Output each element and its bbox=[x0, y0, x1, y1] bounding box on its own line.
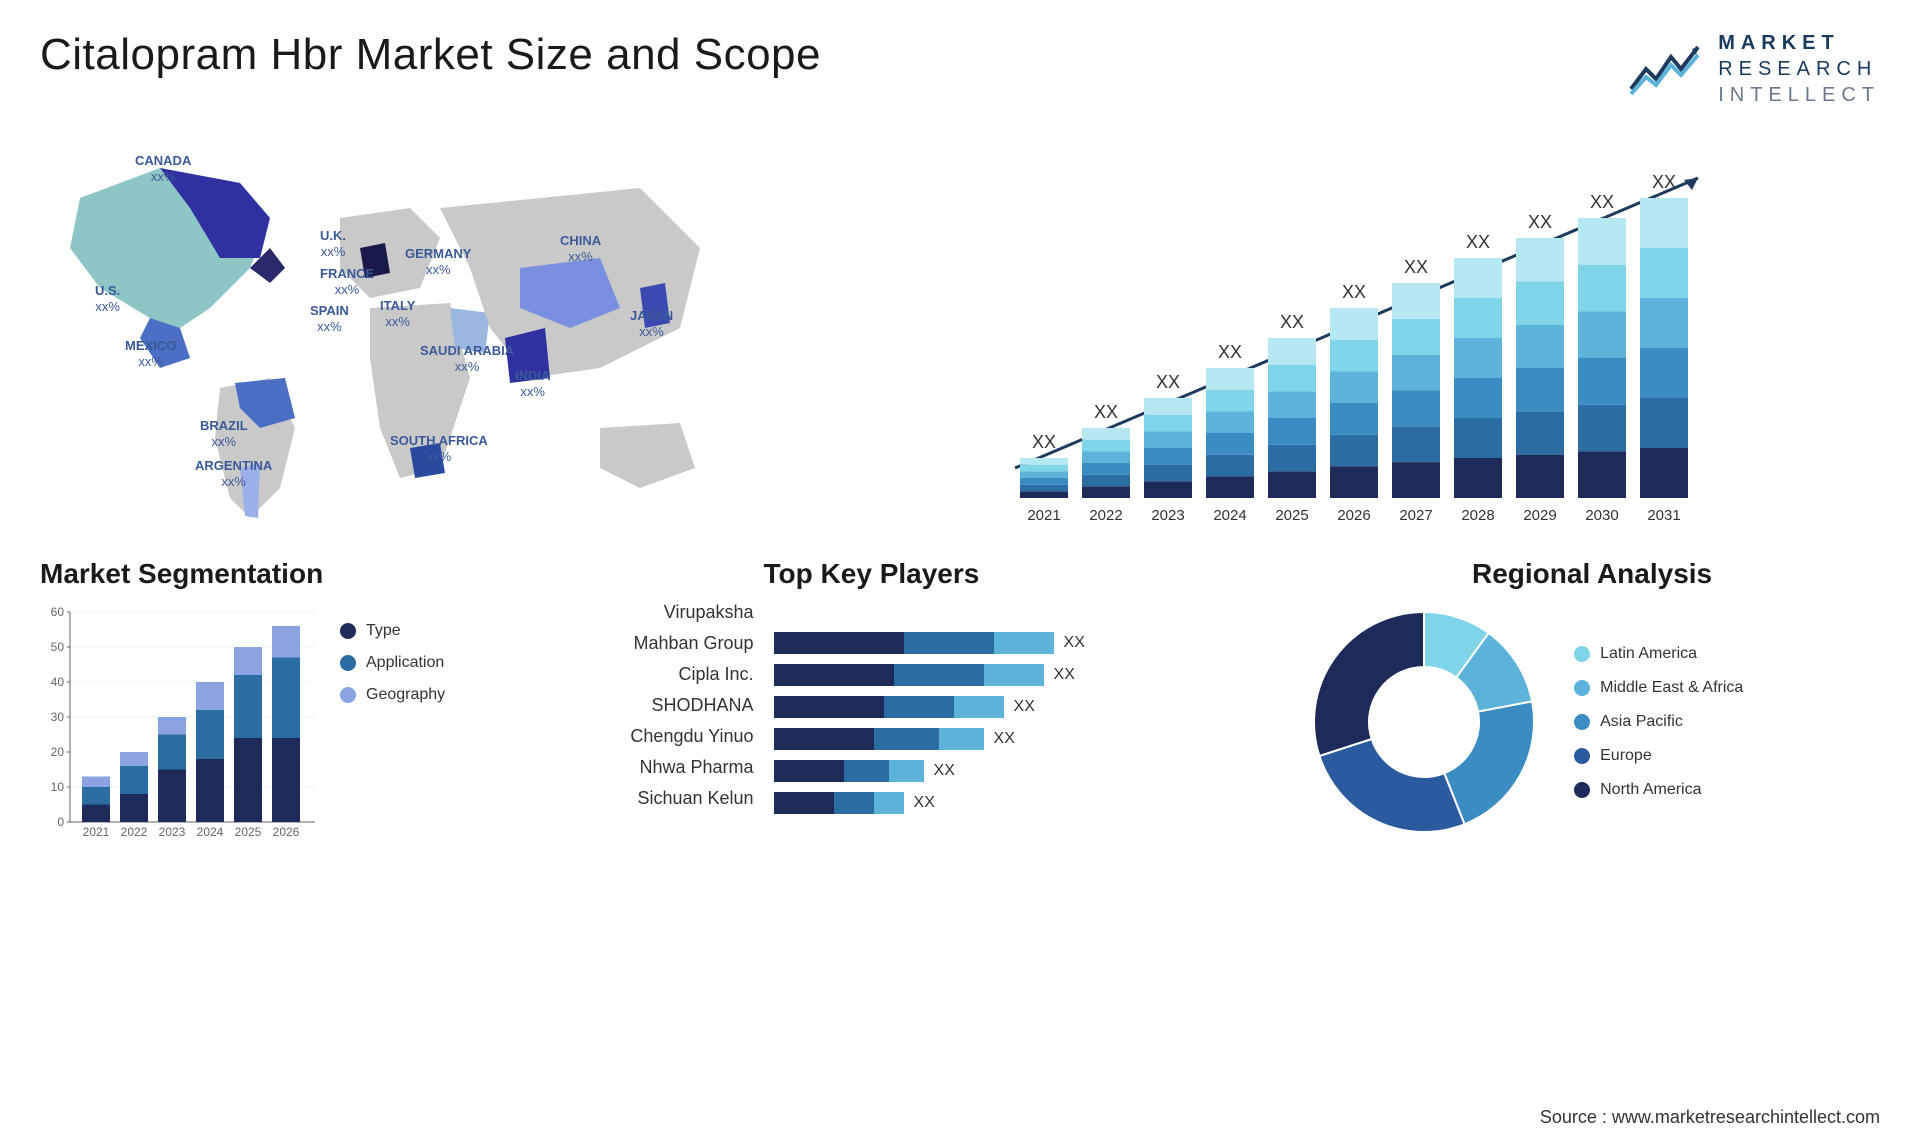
players-title: Top Key Players bbox=[764, 558, 1275, 590]
svg-text:XX: XX bbox=[1032, 432, 1056, 452]
svg-text:XX: XX bbox=[1404, 257, 1428, 277]
svg-text:2023: 2023 bbox=[1151, 507, 1184, 524]
regional-panel: Regional Analysis Latin America Middle Ea… bbox=[1304, 558, 1880, 858]
logo-line3: INTELLECT bbox=[1718, 82, 1880, 108]
svg-text:2026: 2026 bbox=[273, 825, 300, 839]
svg-text:40: 40 bbox=[51, 675, 65, 689]
growth-chart-panel: XX 2021 XX 2022 XX 2023 XX 2024 XX 2025 XX 2026 XX 20… bbox=[980, 128, 1880, 528]
map-label: ITALYxx% bbox=[380, 298, 415, 329]
player-name: SHODHANA bbox=[594, 695, 754, 716]
legend-item: Type bbox=[340, 622, 445, 640]
svg-text:2024: 2024 bbox=[1213, 507, 1246, 524]
svg-text:2022: 2022 bbox=[1089, 507, 1122, 524]
map-label: INDIAxx% bbox=[515, 368, 550, 399]
svg-text:2025: 2025 bbox=[235, 825, 262, 839]
svg-text:2027: 2027 bbox=[1399, 507, 1432, 524]
segmentation-legend: Type Application Geography bbox=[340, 622, 445, 704]
legend-item: Europe bbox=[1574, 747, 1743, 765]
logo-line2: RESEARCH bbox=[1718, 56, 1880, 82]
map-label: SAUDI ARABIAxx% bbox=[420, 343, 514, 374]
map-label: SOUTH AFRICAxx% bbox=[390, 433, 488, 464]
svg-text:2024: 2024 bbox=[197, 825, 224, 839]
svg-text:XX: XX bbox=[1094, 402, 1118, 422]
regional-legend: Latin America Middle East & Africa Asia Pa… bbox=[1574, 645, 1743, 799]
legend-item: Middle East & Africa bbox=[1574, 679, 1743, 697]
svg-text:2031: 2031 bbox=[1647, 507, 1680, 524]
svg-text:XX: XX bbox=[1590, 192, 1614, 212]
world-map-panel: CANADAxx% U.S.xx%MEXICOxx% BRAZILxx% ARGENT… bbox=[40, 128, 940, 528]
svg-text:2025: 2025 bbox=[1275, 507, 1308, 524]
player-name: Cipla Inc. bbox=[594, 664, 754, 685]
source-text: Source : www.marketresearchintellect.com bbox=[1540, 1107, 1880, 1128]
map-label: U.S.xx% bbox=[95, 283, 120, 314]
map-label: MEXICOxx% bbox=[125, 338, 176, 369]
svg-text:XX: XX bbox=[1342, 282, 1366, 302]
map-label: SPAINxx% bbox=[310, 303, 349, 334]
growth-chart: XX 2021 XX 2022 XX 2023 XX 2024 XX 2025 XX 2026 XX 20… bbox=[980, 128, 1700, 528]
svg-text:XX: XX bbox=[1156, 372, 1180, 392]
svg-text:XX: XX bbox=[1528, 212, 1552, 232]
logo-icon bbox=[1626, 39, 1706, 99]
svg-text:2028: 2028 bbox=[1461, 507, 1494, 524]
legend-item: North America bbox=[1574, 781, 1743, 799]
svg-text:2026: 2026 bbox=[1337, 507, 1370, 524]
segmentation-chart: 0 10 20 30 40 50 60 2021 2022 2023 2024 2025 2026 bbox=[40, 602, 320, 842]
svg-text:2023: 2023 bbox=[159, 825, 186, 839]
logo-line1: MARKET bbox=[1718, 30, 1880, 56]
player-bar-row: XX bbox=[774, 792, 1275, 814]
svg-text:2029: 2029 bbox=[1523, 507, 1556, 524]
segmentation-panel: Market Segmentation 0 10 20 30 40 50 60 2021 202… bbox=[40, 558, 564, 858]
svg-text:XX: XX bbox=[1218, 342, 1242, 362]
logo: MARKET RESEARCH INTELLECT bbox=[1626, 30, 1880, 108]
player-bar-row: XX bbox=[774, 664, 1275, 686]
players-bars: XX XX XX XX XX XX bbox=[774, 632, 1275, 814]
player-bar-row: XX bbox=[774, 632, 1275, 654]
svg-text:20: 20 bbox=[51, 745, 65, 759]
svg-text:10: 10 bbox=[51, 780, 65, 794]
map-label: FRANCExx% bbox=[320, 266, 374, 297]
map-label: GERMANYxx% bbox=[405, 246, 471, 277]
player-name: Mahban Group bbox=[594, 633, 754, 654]
player-name: Virupaksha bbox=[594, 602, 754, 623]
player-name: Chengdu Yinuo bbox=[594, 726, 754, 747]
svg-text:60: 60 bbox=[51, 605, 65, 619]
svg-text:2021: 2021 bbox=[83, 825, 110, 839]
legend-item: Application bbox=[340, 654, 445, 672]
svg-text:50: 50 bbox=[51, 640, 65, 654]
map-label: CHINAxx% bbox=[560, 233, 601, 264]
page-title: Citalopram Hbr Market Size and Scope bbox=[40, 30, 821, 80]
legend-item: Geography bbox=[340, 686, 445, 704]
svg-text:0: 0 bbox=[57, 815, 64, 829]
svg-text:2030: 2030 bbox=[1585, 507, 1618, 524]
players-panel: Top Key Players Virupaksha Mahban Group Ci… bbox=[594, 558, 1275, 858]
map-label: U.K.xx% bbox=[320, 228, 346, 259]
player-bar-row: XX bbox=[774, 728, 1275, 750]
map-label: JAPANxx% bbox=[630, 308, 673, 339]
player-name: Sichuan Kelun bbox=[594, 788, 754, 809]
player-name: Nhwa Pharma bbox=[594, 757, 754, 778]
players-names-list: Virupaksha Mahban Group Cipla Inc. SHODHANA… bbox=[594, 602, 754, 814]
segmentation-title: Market Segmentation bbox=[40, 558, 564, 590]
svg-text:30: 30 bbox=[51, 710, 65, 724]
player-bar-row: XX bbox=[774, 760, 1275, 782]
legend-item: Latin America bbox=[1574, 645, 1743, 663]
map-label: CANADAxx% bbox=[135, 153, 191, 184]
regional-donut bbox=[1304, 602, 1544, 842]
player-bar-row: XX bbox=[774, 696, 1275, 718]
svg-text:2021: 2021 bbox=[1027, 507, 1060, 524]
regional-title: Regional Analysis bbox=[1304, 558, 1880, 590]
map-label: BRAZILxx% bbox=[200, 418, 248, 449]
legend-item: Asia Pacific bbox=[1574, 713, 1743, 731]
svg-text:2022: 2022 bbox=[121, 825, 148, 839]
svg-text:XX: XX bbox=[1466, 232, 1490, 252]
svg-text:XX: XX bbox=[1652, 172, 1676, 192]
map-label: ARGENTINAxx% bbox=[195, 458, 272, 489]
svg-text:XX: XX bbox=[1280, 312, 1304, 332]
